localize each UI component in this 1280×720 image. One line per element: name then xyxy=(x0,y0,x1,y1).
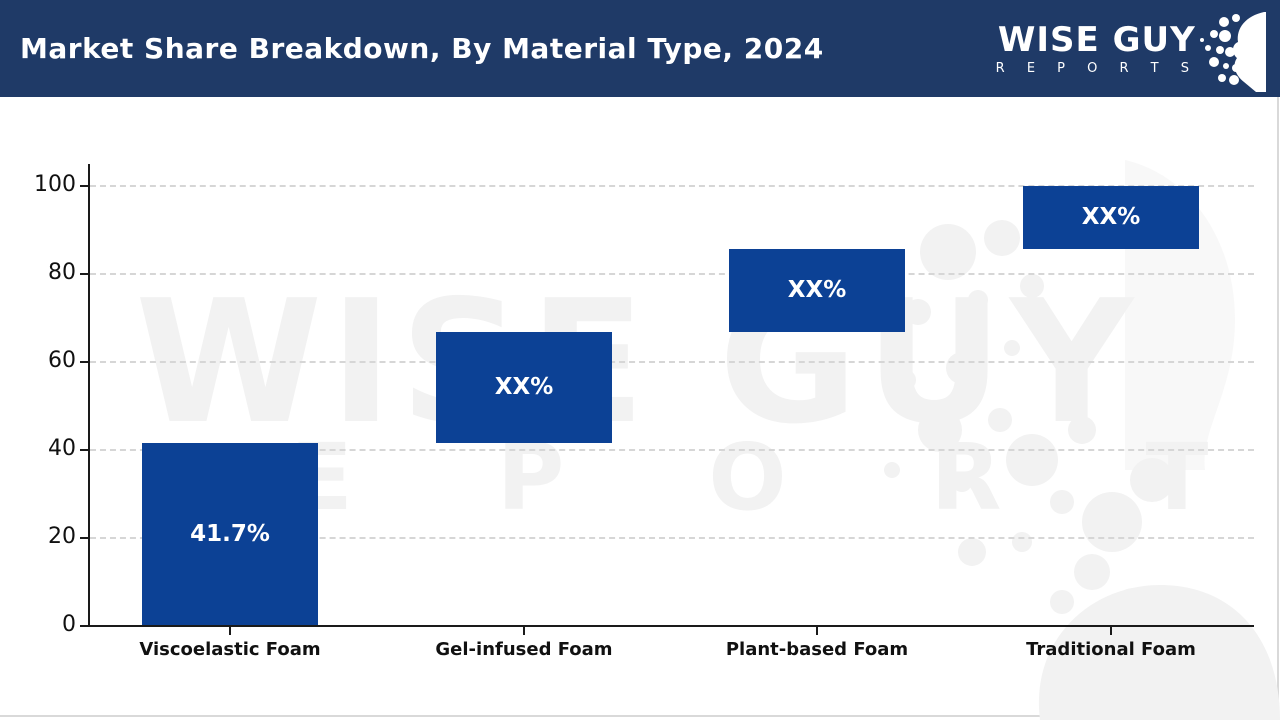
x-tick-mark-3 xyxy=(816,627,818,635)
logo-text: WISE GUY R E P O R T S xyxy=(996,20,1198,76)
y-tick-label-60: 60 xyxy=(48,348,76,373)
gridline-40 xyxy=(90,449,1254,451)
y-tick-mark-0 xyxy=(80,625,88,627)
y-axis-spine xyxy=(88,164,90,627)
page-bottom-border xyxy=(0,715,1279,717)
bar-value-label: 41.7% xyxy=(190,521,270,548)
y-tick-label-100: 100 xyxy=(34,172,76,197)
y-tick-mark-20 xyxy=(80,537,88,539)
gridline-100 xyxy=(90,185,1254,187)
y-tick-mark-40 xyxy=(80,449,88,451)
gridline-20 xyxy=(90,537,1254,539)
x-axis-spine xyxy=(88,625,1254,627)
page-right-border xyxy=(1277,97,1279,717)
x-tick-label-3: Plant-based Foam xyxy=(725,639,909,660)
gridline-60 xyxy=(90,361,1254,363)
x-tick-mark-2 xyxy=(523,627,525,635)
x-tick-mark-4 xyxy=(1110,627,1112,635)
bar-segment-3: XX% xyxy=(729,248,905,333)
watermark-text-line1: WISE GUY xyxy=(135,264,1141,462)
gridline-80 xyxy=(90,273,1254,275)
x-tick-mark-1 xyxy=(229,627,231,635)
x-tick-label-1: Viscoelastic Foam xyxy=(139,639,321,660)
watermark-text-line2: E P O R T S xyxy=(290,424,1280,531)
y-tick-mark-100 xyxy=(80,185,88,187)
y-tick-label-40: 40 xyxy=(48,436,76,461)
bar-value-label: XX% xyxy=(1081,204,1141,231)
chart-title: Market Share Breakdown, By Material Type… xyxy=(20,32,824,65)
wise-guy-reports-logo: WISE GUY R E P O R T S xyxy=(996,6,1266,92)
logo-face-icon xyxy=(1200,12,1266,92)
y-tick-label-0: 0 xyxy=(62,612,76,637)
bar-value-label: XX% xyxy=(494,374,554,401)
x-tick-label-4: Traditional Foam xyxy=(1026,639,1196,660)
bar-segment-1: 41.7% xyxy=(142,442,318,626)
bar-segment-4: XX% xyxy=(1023,186,1199,249)
logo-subtitle: R E P O R T S xyxy=(995,61,1198,76)
y-tick-label-80: 80 xyxy=(48,260,76,285)
header-banner: Market Share Breakdown, By Material Type… xyxy=(0,0,1280,97)
y-tick-mark-60 xyxy=(80,361,88,363)
x-tick-label-2: Gel-infused Foam xyxy=(435,639,613,660)
bar-segment-2: XX% xyxy=(436,332,612,443)
y-tick-mark-80 xyxy=(80,273,88,275)
y-tick-label-20: 20 xyxy=(48,524,76,549)
bar-value-label: XX% xyxy=(787,277,847,304)
logo-wordmark: WISE GUY xyxy=(997,20,1196,60)
